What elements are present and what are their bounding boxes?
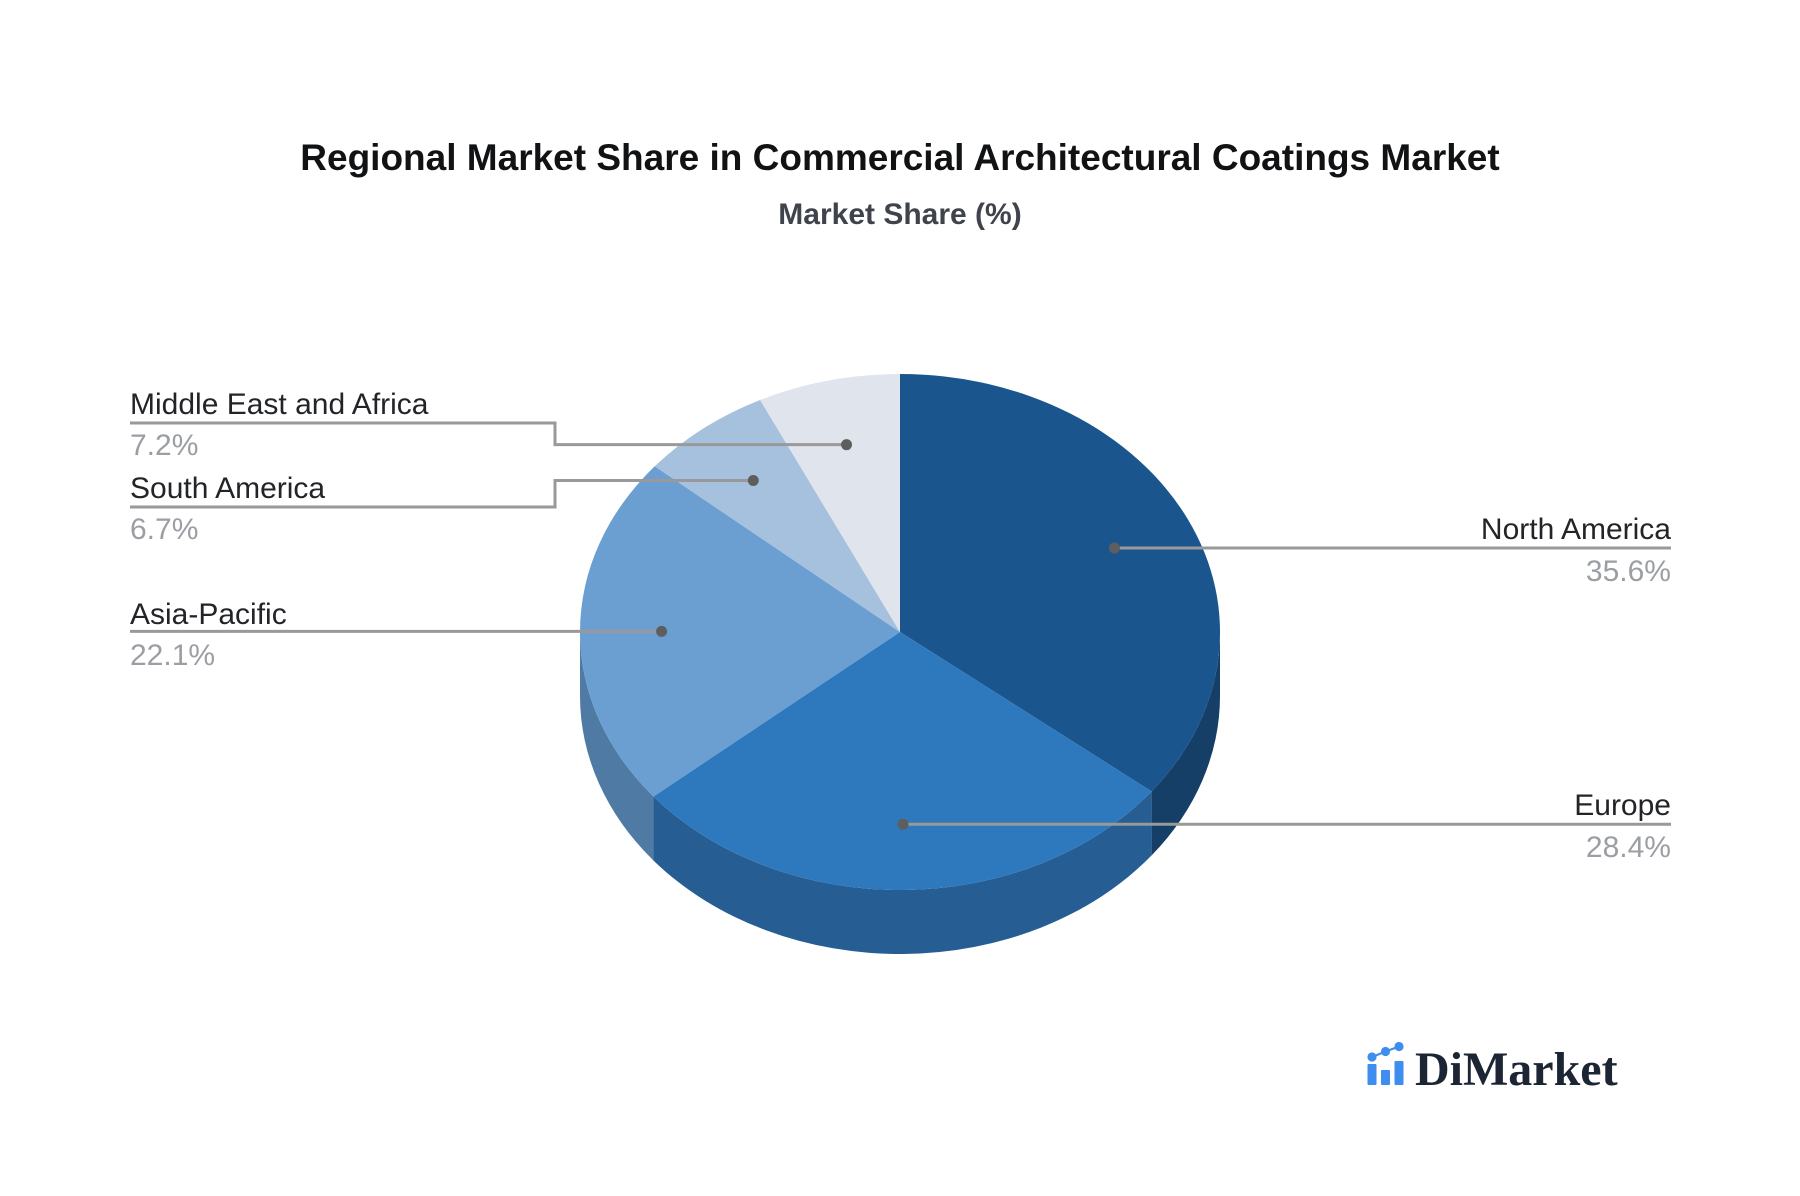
slice-north-america[interactable] bbox=[900, 374, 1220, 792]
slice-south-america[interactable] bbox=[654, 399, 900, 632]
logo-bar-2 bbox=[1381, 1070, 1390, 1085]
leader-lines-layer bbox=[130, 421, 1671, 830]
chart-title: Regional Market Share in Commercial Arch… bbox=[300, 137, 1499, 178]
slice-side-asia-pacific bbox=[580, 632, 654, 861]
logo-text: DiMarket bbox=[1415, 1043, 1618, 1096]
dimarket-logo[interactable]: DiMarket bbox=[1367, 1041, 1618, 1096]
label-south-america: South America bbox=[130, 472, 325, 505]
pct-south-america: 6.7% bbox=[130, 513, 198, 546]
slice-middle-east-and-africa[interactable] bbox=[760, 374, 900, 632]
label-asia-pacific: Asia-Pacific bbox=[130, 598, 287, 631]
label-europe: Europe bbox=[1574, 789, 1671, 822]
leader-dot-middle-east-and-africa bbox=[841, 439, 853, 451]
leader-dot-europe bbox=[897, 818, 909, 830]
logo-dot-1 bbox=[1367, 1052, 1377, 1062]
pie-slices-layer bbox=[580, 374, 1220, 954]
pct-asia-pacific: 22.1% bbox=[130, 639, 215, 672]
logo-dot-2 bbox=[1380, 1046, 1391, 1057]
slice-side-north-america bbox=[1151, 632, 1220, 856]
pct-north-america: 35.6% bbox=[1586, 555, 1671, 588]
pct-europe: 28.4% bbox=[1586, 831, 1671, 864]
label-middle-east-and-africa: Middle East and Africa bbox=[130, 388, 429, 421]
leader-dot-asia-pacific bbox=[656, 625, 668, 637]
logo-bar-1 bbox=[1367, 1064, 1377, 1085]
leader-line-south-america bbox=[130, 478, 754, 509]
leader-line-middle-east-and-africa bbox=[130, 421, 847, 447]
chart-subtitle: Market Share (%) bbox=[778, 198, 1021, 231]
label-north-america: North America bbox=[1481, 513, 1671, 546]
slice-labels: North America 35.6% Europe 28.4% Asia-Pa… bbox=[130, 388, 1671, 864]
pct-middle-east-and-africa: 7.2% bbox=[130, 429, 198, 462]
slice-asia-pacific[interactable] bbox=[580, 466, 900, 797]
slice-side-europe bbox=[653, 791, 1152, 954]
leader-dot-north-america bbox=[1108, 542, 1120, 554]
leader-dot-south-america bbox=[747, 474, 759, 486]
logo-bar-3 bbox=[1394, 1061, 1404, 1085]
logo-dot-3 bbox=[1394, 1041, 1404, 1052]
